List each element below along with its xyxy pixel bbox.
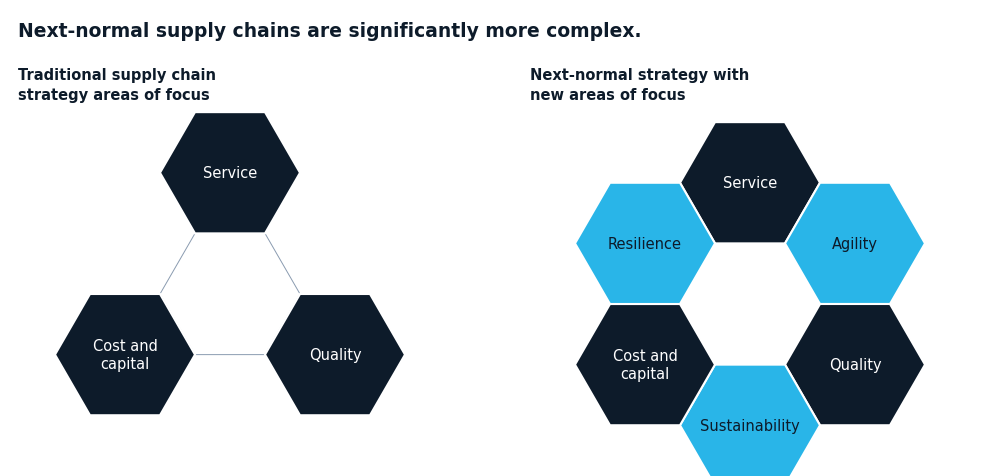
Text: Agility: Agility [832,237,878,251]
Polygon shape [160,113,300,234]
Text: Sustainability: Sustainability [700,418,800,433]
Text: Service: Service [723,176,778,191]
Text: Quality: Quality [829,357,882,372]
Polygon shape [55,294,195,416]
Polygon shape [265,294,405,416]
Text: Next-normal supply chains are significantly more complex.: Next-normal supply chains are significan… [18,22,642,41]
Polygon shape [785,304,925,426]
Text: Traditional supply chain
strategy areas of focus: Traditional supply chain strategy areas … [18,68,216,103]
Text: Service: Service [202,166,258,181]
Polygon shape [575,183,715,304]
Text: Cost and
capital: Cost and capital [612,348,677,382]
Polygon shape [680,365,820,476]
Polygon shape [160,234,300,355]
Text: Resilience: Resilience [608,237,682,251]
Polygon shape [575,304,715,426]
Polygon shape [680,123,820,244]
Text: Cost and
capital: Cost and capital [92,338,157,372]
Text: Next-normal strategy with
new areas of focus: Next-normal strategy with new areas of f… [530,68,749,103]
Polygon shape [785,183,925,304]
Text: Quality: Quality [309,347,362,362]
